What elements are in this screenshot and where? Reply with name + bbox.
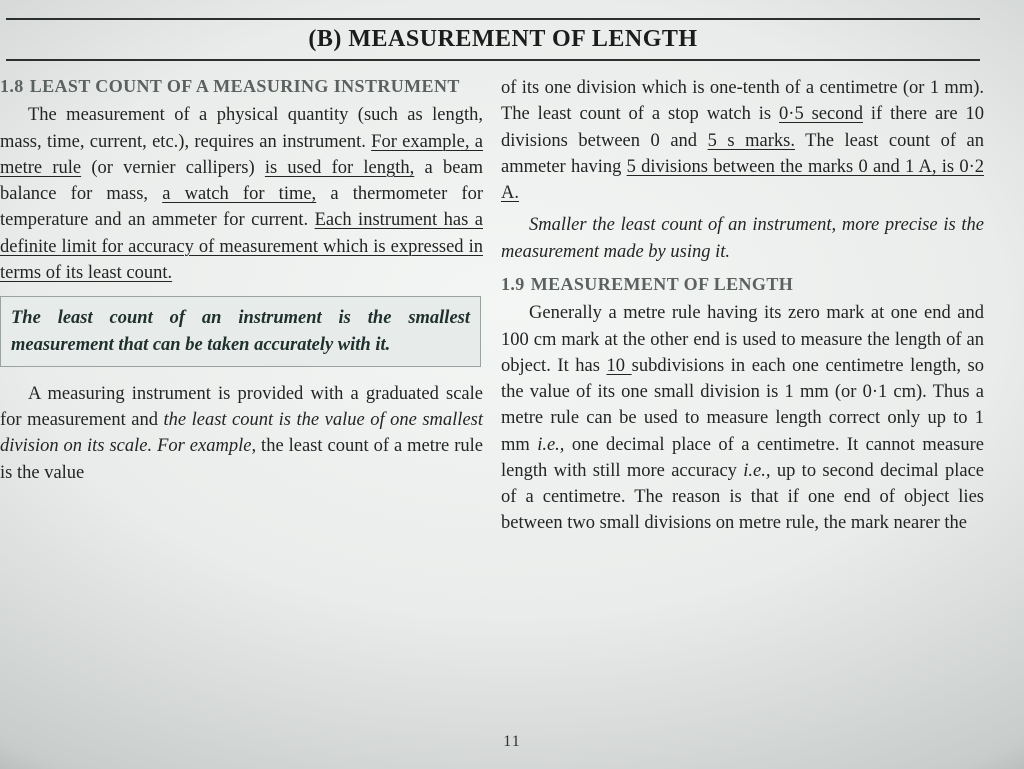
text-italic: i.e., <box>743 461 770 481</box>
rule-under-title <box>6 59 980 61</box>
subheading-1-8: 1.8 LEAST COUNT OF A MEASURING INSTRUMENT <box>0 75 483 98</box>
two-column-layout: 1.8 LEAST COUNT OF A MEASURING INSTRUMENT… <box>0 75 1006 543</box>
text-underlined: 5 s marks. <box>708 131 795 151</box>
subhead-text: LEAST COUNT OF A MEASURING INSTRUMENT <box>30 76 460 96</box>
left-para-2: A measuring instrument is provided with … <box>0 381 483 486</box>
text-underlined: 0·5 second <box>779 104 863 124</box>
text-underlined: 10 <box>607 356 632 376</box>
rule-top <box>6 18 980 20</box>
subhead-text: MEASUREMENT OF LENGTH <box>531 274 793 294</box>
subheading-1-9: 1.9 MEASUREMENT OF LENGTH <box>501 273 984 296</box>
column-right: of its one division which is one-tenth o… <box>501 75 984 543</box>
text: (or vernier callipers) <box>81 158 265 178</box>
textbook-page: (B) MEASUREMENT OF LENGTH 1.8 LEAST COUNT… <box>0 0 1024 769</box>
subhead-number: 1.8 <box>0 76 24 96</box>
section-title: (B) MEASUREMENT OF LENGTH <box>0 26 1006 53</box>
subhead-number: 1.9 <box>501 274 525 294</box>
text-underlined: a watch for time, <box>162 184 316 204</box>
column-left: 1.8 LEAST COUNT OF A MEASURING INSTRUMENT… <box>0 75 483 543</box>
left-para-1: The measurement of a physical quantity (… <box>0 102 483 286</box>
right-para-1: of its one division which is one-tenth o… <box>501 75 984 206</box>
callout-text: The least count of an instrument is the … <box>11 305 470 358</box>
right-para-2-italic: Smaller the least count of an instrument… <box>501 212 984 265</box>
text-italic: i.e., <box>537 435 564 455</box>
text-underlined: is used for length, <box>265 158 414 178</box>
page-number: 11 <box>0 733 1024 751</box>
definition-callout-box: The least count of an instrument is the … <box>0 296 481 367</box>
right-para-3: Generally a metre rule having its zero m… <box>501 300 984 536</box>
